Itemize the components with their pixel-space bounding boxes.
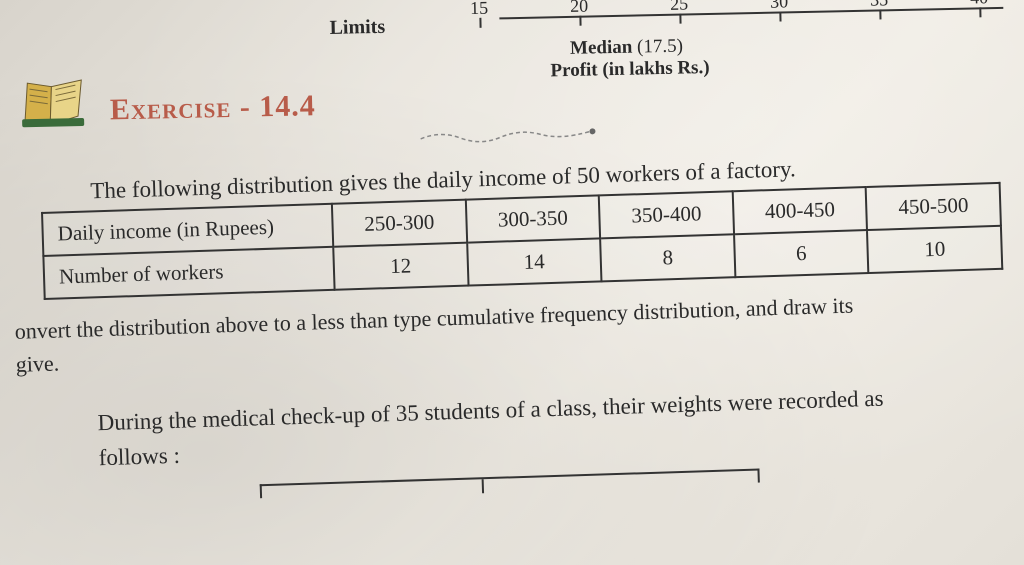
page-content: The following distribution gives the dai… xyxy=(40,150,1004,505)
axis-tick-label: 35 xyxy=(870,0,888,11)
table-cell: 14 xyxy=(467,238,602,285)
partial-table-border xyxy=(260,469,760,499)
exercise-heading: Exercise - 14.4 xyxy=(110,89,317,127)
exercise-heading-row: Exercise - 14.4 xyxy=(0,64,1024,155)
table-cell: 250-300 xyxy=(332,200,467,247)
median-text: Median xyxy=(570,37,633,59)
open-book-icon xyxy=(19,74,90,135)
axis-limits-label: Limits xyxy=(329,16,385,40)
table-cell: 300-350 xyxy=(465,195,600,242)
q1-instruction-line1: onvert the distribution above to a less … xyxy=(14,293,853,344)
axis-tick-label: 40 xyxy=(970,0,988,9)
partial-table-divider xyxy=(482,479,484,493)
axis-tick xyxy=(679,14,681,24)
table-cell: 400-450 xyxy=(732,187,867,234)
axis-tick-label: 25 xyxy=(670,0,688,15)
axis-tick xyxy=(979,7,981,17)
axis-tick-label: 30 xyxy=(770,0,788,13)
axis-tick xyxy=(479,18,481,28)
exercise-prefix: Exercise xyxy=(110,91,232,127)
table-cell: 6 xyxy=(734,230,869,277)
q1-instruction-text: onvert the distribution above to a less … xyxy=(14,284,1000,381)
axis-tick xyxy=(579,16,581,26)
table-cell: 450-500 xyxy=(866,183,1001,230)
table-cell: 8 xyxy=(600,234,735,281)
axis-tick xyxy=(879,9,881,19)
table-cell: 350-400 xyxy=(599,191,734,238)
q2-line2: follows : xyxy=(98,442,180,470)
q2-line1: During the medical check-up of 35 studen… xyxy=(97,386,884,436)
median-value: (17.5) xyxy=(637,36,683,58)
axis-tick-label: 15 xyxy=(470,0,488,19)
decorative-squiggle xyxy=(420,123,600,147)
row-label: Number of workers xyxy=(43,247,334,299)
median-label: Median (17.5) xyxy=(570,36,683,60)
table-cell: 10 xyxy=(867,226,1002,273)
q2-text: During the medical check-up of 35 studen… xyxy=(97,378,1003,475)
axis-tick-label: 20 xyxy=(570,0,588,17)
axis-tick xyxy=(779,11,781,21)
q1-instruction-line2: give. xyxy=(15,350,59,376)
exercise-number: - 14.4 xyxy=(231,89,316,124)
table-cell: 12 xyxy=(333,243,468,290)
